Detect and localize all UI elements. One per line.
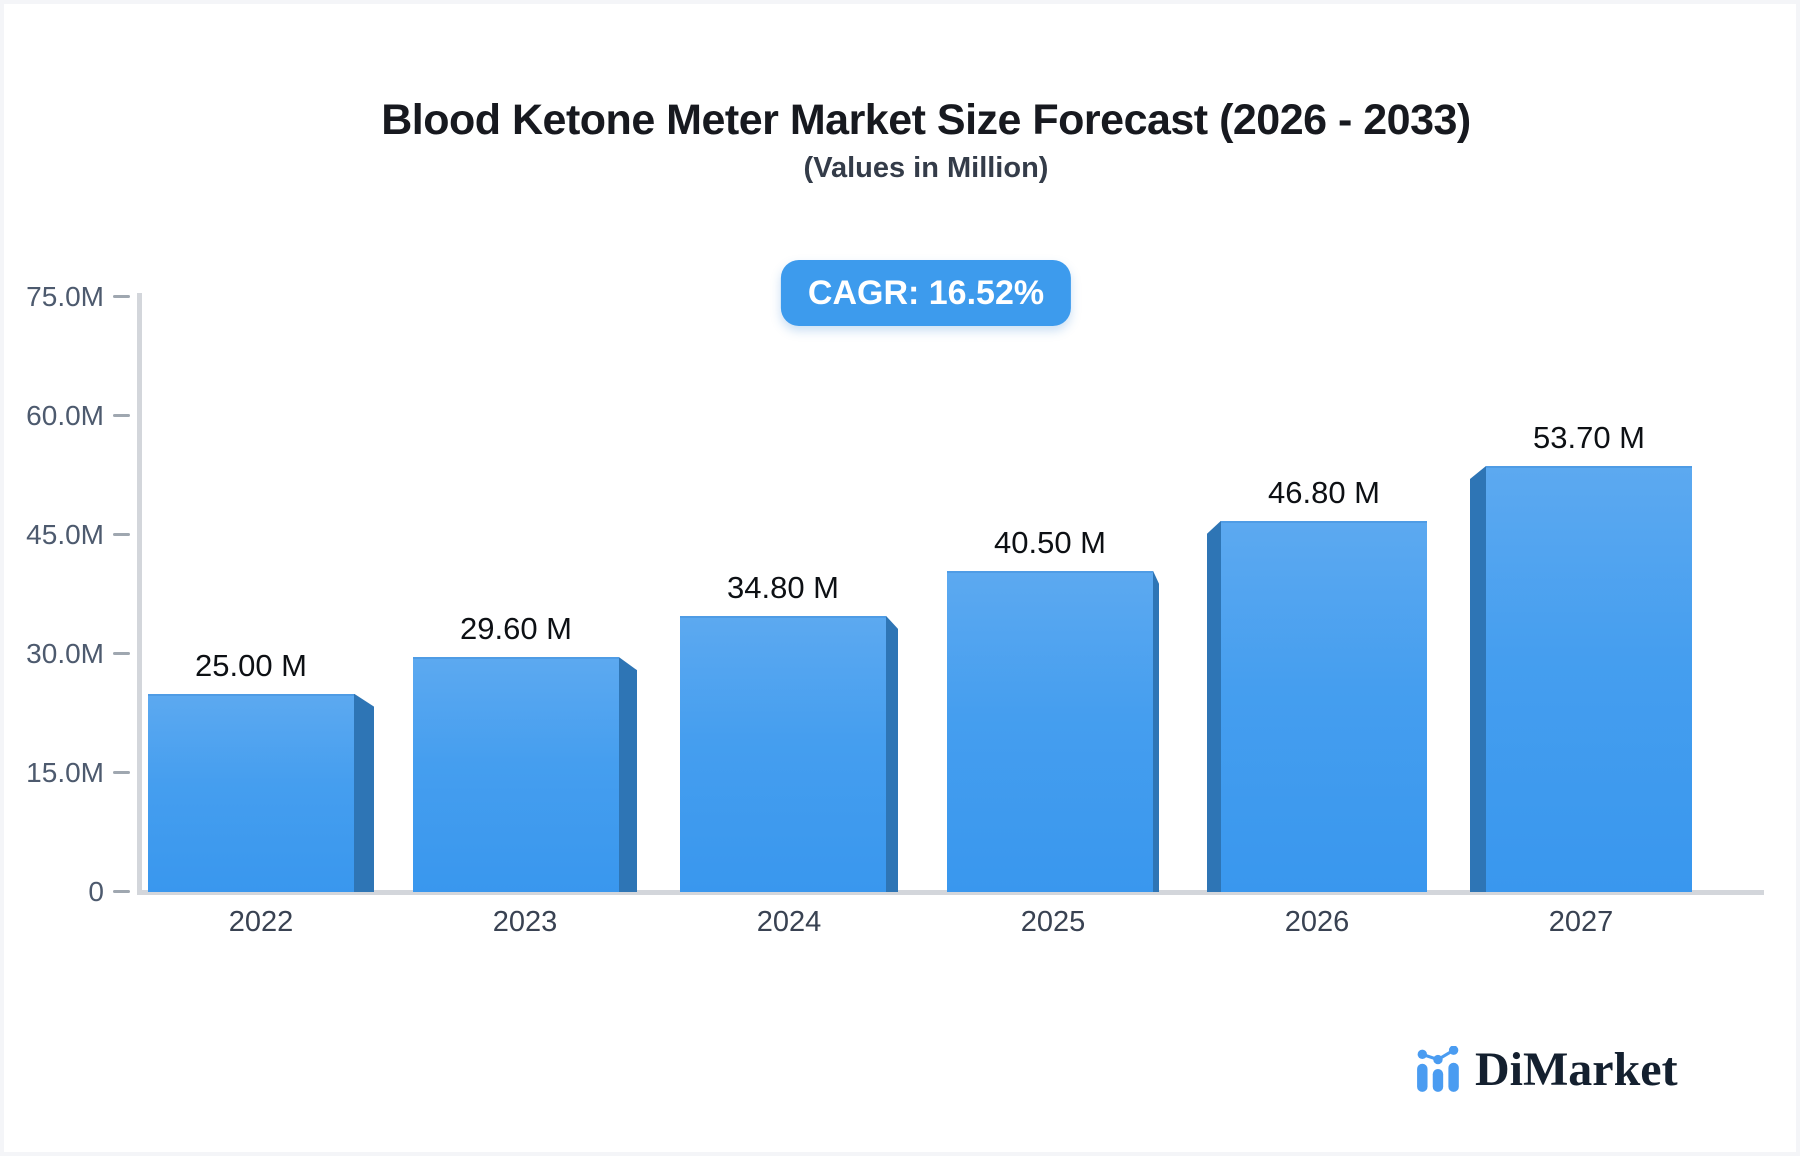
bar-value-label: 29.60 M (459, 611, 572, 647)
x-axis-label: 2022 (228, 906, 294, 938)
bar-side-face (1207, 520, 1221, 892)
y-axis-label: 0 (88, 876, 104, 907)
plot-area: 0 15.0M 30.0M 45.0M 60.0M 75.0M 25.00 M 2022 29… (4, 4, 1796, 1152)
y-axis-tick (113, 533, 130, 536)
logo-text: DiMarket (1475, 1043, 1678, 1096)
y-axis-label: 75.0M (26, 281, 104, 312)
y-axis-line (137, 293, 142, 894)
brand-logo: DiMarket (1416, 1046, 1678, 1094)
bar-2024 (680, 615, 886, 892)
y-axis-tick (113, 771, 130, 774)
bar-2027 (1486, 465, 1692, 892)
x-axis-label: 2026 (1284, 906, 1350, 938)
y-axis-label: 45.0M (26, 519, 104, 550)
bar-value-label: 40.50 M (993, 524, 1106, 560)
bar-side-face (1470, 465, 1486, 892)
bar-side-face (886, 615, 898, 892)
bar-value-label: 25.00 M (194, 647, 307, 683)
y-axis-tick (113, 414, 130, 417)
logo-icon (1417, 1046, 1459, 1092)
chart-title: Blood Ketone Meter Market Size Forecast … (381, 96, 1471, 144)
y-axis-label: 15.0M (26, 757, 104, 788)
x-axis-label: 2027 (1548, 906, 1614, 938)
x-axis-label: 2023 (492, 906, 558, 938)
bar-side-face (619, 657, 637, 892)
x-axis-label: 2024 (756, 906, 822, 938)
bar-value-label: 46.80 M (1267, 474, 1380, 510)
y-axis-tick (113, 890, 130, 893)
bar-value-label: 34.80 M (726, 569, 839, 605)
chart-subtitle: (Values in Million) (803, 152, 1049, 184)
x-axis-line (137, 890, 1764, 895)
y-axis-tick (113, 652, 130, 655)
y-axis-label: 60.0M (26, 400, 104, 431)
bar-value-label: 53.70 M (1532, 419, 1645, 455)
bar-2025 (947, 570, 1153, 892)
y-axis-label: 30.0M (26, 638, 104, 669)
x-axis-label: 2025 (1020, 906, 1086, 938)
cagr-badge: CAGR: 16.52% (780, 260, 1072, 326)
bar-side-face (354, 693, 374, 892)
bar-2023 (413, 657, 619, 892)
bar-2026 (1221, 520, 1427, 892)
bar-2022 (148, 693, 354, 892)
bar-side-face (1153, 570, 1159, 892)
y-axis-tick (113, 295, 130, 298)
